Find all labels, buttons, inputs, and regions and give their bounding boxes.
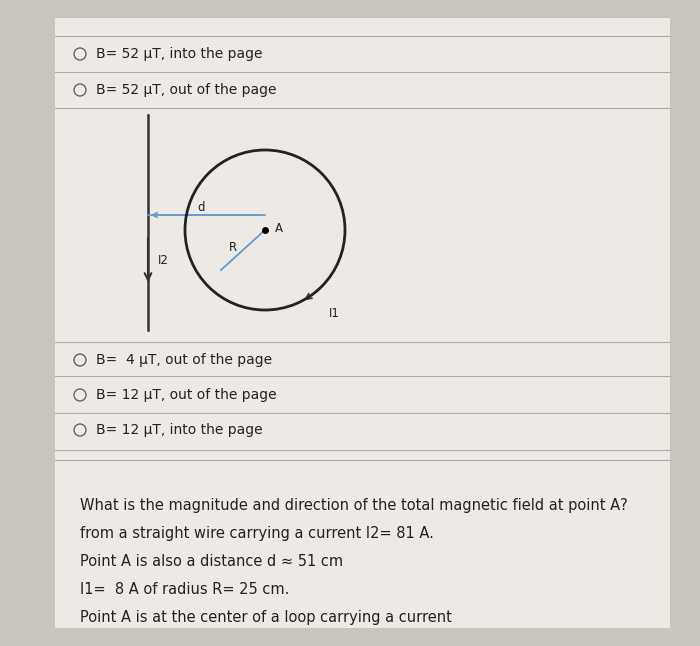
Text: B= 12 μT, into the page: B= 12 μT, into the page: [96, 423, 262, 437]
Text: R: R: [229, 241, 237, 254]
Text: I1: I1: [329, 307, 340, 320]
Text: Point A is at the center of a loop carrying a current: Point A is at the center of a loop carry…: [80, 610, 452, 625]
FancyBboxPatch shape: [55, 18, 670, 628]
Text: I1=  8 A of radius R= 25 cm.: I1= 8 A of radius R= 25 cm.: [80, 582, 289, 597]
Text: B= 12 μT, out of the page: B= 12 μT, out of the page: [96, 388, 276, 402]
Text: A: A: [275, 222, 283, 235]
Text: What is the magnitude and direction of the total magnetic field at point A?: What is the magnitude and direction of t…: [80, 498, 628, 513]
Text: B= 52 μT, out of the page: B= 52 μT, out of the page: [96, 83, 276, 97]
Text: from a straight wire carrying a current I2= 81 A.: from a straight wire carrying a current …: [80, 526, 434, 541]
Text: Point A is also a distance d ≈ 51 cm: Point A is also a distance d ≈ 51 cm: [80, 554, 343, 569]
Text: d: d: [197, 201, 205, 214]
Text: I2: I2: [158, 253, 169, 267]
Text: B=  4 μT, out of the page: B= 4 μT, out of the page: [96, 353, 272, 367]
Text: B= 52 μT, into the page: B= 52 μT, into the page: [96, 47, 262, 61]
